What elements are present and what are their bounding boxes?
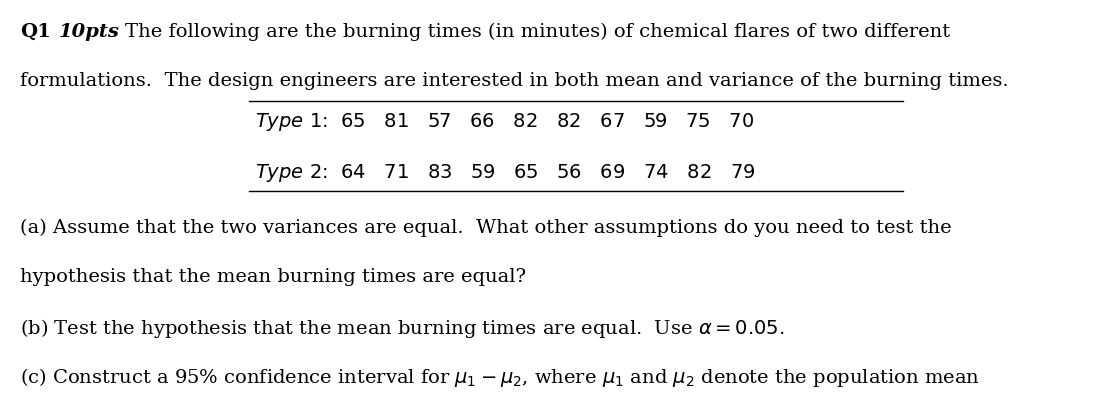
Text: $\mathit{Type\ 1}$:  65   81   57   66   82   82   67   59   75   70: $\mathit{Type\ 1}$: 65 81 57 66 82 82 67… [255,110,753,133]
Text: (a) Assume that the two variances are equal.  What other assumptions do you need: (a) Assume that the two variances are eq… [20,218,952,237]
Text: (b) Test the hypothesis that the mean burning times are equal.  Use $\alpha = 0.: (b) Test the hypothesis that the mean bu… [20,316,784,339]
Text: Q1: Q1 [20,23,51,40]
Text: The following are the burning times (in minutes) of chemical flares of two diffe: The following are the burning times (in … [125,23,951,41]
Text: 10pts: 10pts [59,23,120,40]
Text: $\mathit{Type\ 2}$:  64   71   83   59   65   56   69   74   82   79: $\mathit{Type\ 2}$: 64 71 83 59 65 56 69… [255,161,756,183]
Text: (c) Construct a 95% confidence interval for $\mu_1 - \mu_2$, where $\mu_1$ and $: (c) Construct a 95% confidence interval … [20,365,979,388]
Text: hypothesis that the mean burning times are equal?: hypothesis that the mean burning times a… [20,267,526,285]
Text: formulations.  The design engineers are interested in both mean and variance of : formulations. The design engineers are i… [20,71,1008,89]
